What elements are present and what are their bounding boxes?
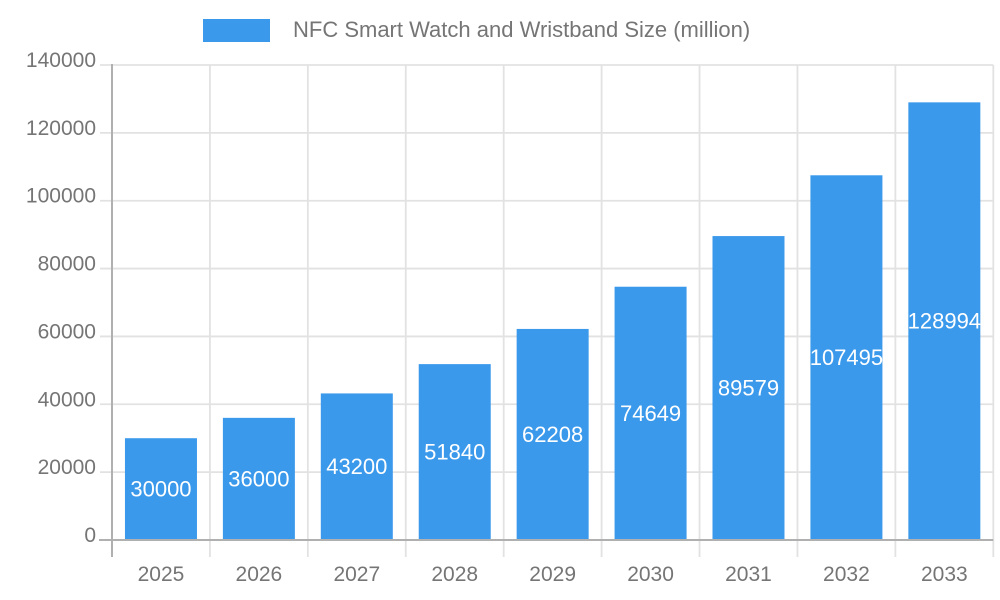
- bar-2027[interactable]: [320, 393, 393, 540]
- y-axis-tick-label: 120000: [26, 117, 96, 140]
- y-axis-tick-label: 20000: [38, 456, 96, 479]
- x-axis-tick-label: 2030: [627, 563, 674, 586]
- bar-value-label: 62208: [522, 422, 583, 447]
- x-axis-tick-label: 2032: [823, 563, 870, 586]
- bar-value-label: 43200: [326, 454, 387, 479]
- y-axis-tick-label: 80000: [38, 253, 96, 276]
- y-axis-tick-label: 40000: [38, 388, 96, 411]
- bar-value-label: 51840: [424, 440, 485, 465]
- bar-value-label: 36000: [228, 466, 289, 491]
- x-axis-tick-label: 2029: [529, 563, 576, 586]
- bar-value-label: 107495: [810, 345, 883, 370]
- bar-2030[interactable]: [614, 286, 687, 540]
- x-axis-tick-label: 2028: [431, 563, 478, 586]
- bar-2032[interactable]: [810, 175, 883, 540]
- legend-item[interactable]: NFC Smart Watch and Wristband Size (mill…: [203, 17, 750, 43]
- bar-value-label: 128994: [908, 309, 981, 334]
- bar-2028[interactable]: [418, 364, 491, 540]
- y-axis-tick-label: 60000: [38, 320, 96, 343]
- x-axis-tick-label: 2031: [725, 563, 772, 586]
- y-axis-tick-label: 0: [84, 524, 96, 547]
- bar-2031[interactable]: [712, 236, 785, 541]
- legend-label: NFC Smart Watch and Wristband Size (mill…: [293, 17, 751, 42]
- bar-value-label: 74649: [620, 401, 681, 426]
- x-axis-tick-label: 2033: [921, 563, 968, 586]
- y-axis-tick-label: 140000: [26, 49, 96, 72]
- x-axis-tick-label: 2025: [138, 563, 185, 586]
- bar-2025[interactable]: [124, 438, 197, 540]
- bar-2033[interactable]: [908, 102, 981, 540]
- bar-value-label: 89579: [718, 376, 779, 401]
- legend-color-swatch: [203, 18, 270, 42]
- bar-2029[interactable]: [516, 328, 589, 540]
- bar-2026[interactable]: [222, 417, 295, 540]
- x-axis-tick-label: 2027: [333, 563, 380, 586]
- x-axis-tick-label: 2026: [236, 563, 283, 586]
- bar-value-label: 30000: [130, 477, 191, 502]
- y-axis-tick-label: 100000: [26, 185, 96, 208]
